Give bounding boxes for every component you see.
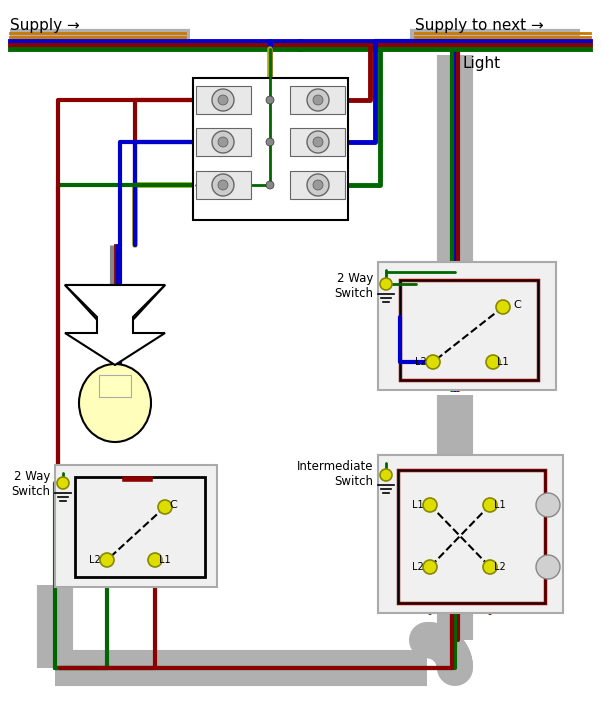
Circle shape xyxy=(158,500,172,514)
Circle shape xyxy=(307,174,329,196)
Circle shape xyxy=(496,300,510,314)
Circle shape xyxy=(483,560,497,574)
Text: Light: Light xyxy=(462,56,500,71)
Text: 2 Way
Switch: 2 Way Switch xyxy=(11,470,50,498)
FancyBboxPatch shape xyxy=(378,455,563,613)
Circle shape xyxy=(212,89,234,111)
Text: Supply →: Supply → xyxy=(10,18,79,33)
Circle shape xyxy=(313,95,323,105)
Text: L1: L1 xyxy=(494,500,506,510)
Text: L2: L2 xyxy=(415,357,427,367)
Text: L1: L1 xyxy=(412,500,424,510)
Circle shape xyxy=(266,138,274,146)
Circle shape xyxy=(148,553,162,567)
Text: L2: L2 xyxy=(494,562,506,572)
FancyBboxPatch shape xyxy=(193,78,348,220)
Circle shape xyxy=(218,95,228,105)
Text: L1: L1 xyxy=(497,357,509,367)
Text: 2 Way
Switch: 2 Way Switch xyxy=(334,272,373,300)
Circle shape xyxy=(266,181,274,189)
Circle shape xyxy=(380,469,392,481)
Circle shape xyxy=(483,498,497,512)
Text: C: C xyxy=(169,500,177,510)
FancyBboxPatch shape xyxy=(196,171,251,199)
Circle shape xyxy=(212,174,234,196)
Circle shape xyxy=(313,137,323,147)
Text: Intermediate
Switch: Intermediate Switch xyxy=(297,460,373,488)
Text: L2: L2 xyxy=(412,562,424,572)
Circle shape xyxy=(266,96,274,104)
Polygon shape xyxy=(65,285,165,365)
Text: L2: L2 xyxy=(89,555,101,565)
Circle shape xyxy=(313,180,323,190)
Circle shape xyxy=(486,355,500,369)
Circle shape xyxy=(57,477,69,489)
Circle shape xyxy=(307,89,329,111)
FancyBboxPatch shape xyxy=(99,375,131,397)
Circle shape xyxy=(536,555,560,579)
FancyBboxPatch shape xyxy=(196,128,251,156)
Circle shape xyxy=(380,278,392,290)
FancyBboxPatch shape xyxy=(196,86,251,114)
FancyBboxPatch shape xyxy=(290,171,345,199)
FancyBboxPatch shape xyxy=(290,128,345,156)
Polygon shape xyxy=(65,285,165,323)
FancyBboxPatch shape xyxy=(378,262,556,390)
Text: Supply to next →: Supply to next → xyxy=(415,18,544,33)
Circle shape xyxy=(426,355,440,369)
Ellipse shape xyxy=(79,364,151,442)
Text: L1: L1 xyxy=(159,555,170,565)
Circle shape xyxy=(307,131,329,153)
Text: C: C xyxy=(513,300,521,310)
Circle shape xyxy=(212,131,234,153)
FancyBboxPatch shape xyxy=(290,86,345,114)
Circle shape xyxy=(423,498,437,512)
Circle shape xyxy=(218,137,228,147)
Circle shape xyxy=(536,493,560,517)
FancyBboxPatch shape xyxy=(55,465,217,587)
Circle shape xyxy=(423,560,437,574)
Circle shape xyxy=(218,180,228,190)
Circle shape xyxy=(100,553,114,567)
